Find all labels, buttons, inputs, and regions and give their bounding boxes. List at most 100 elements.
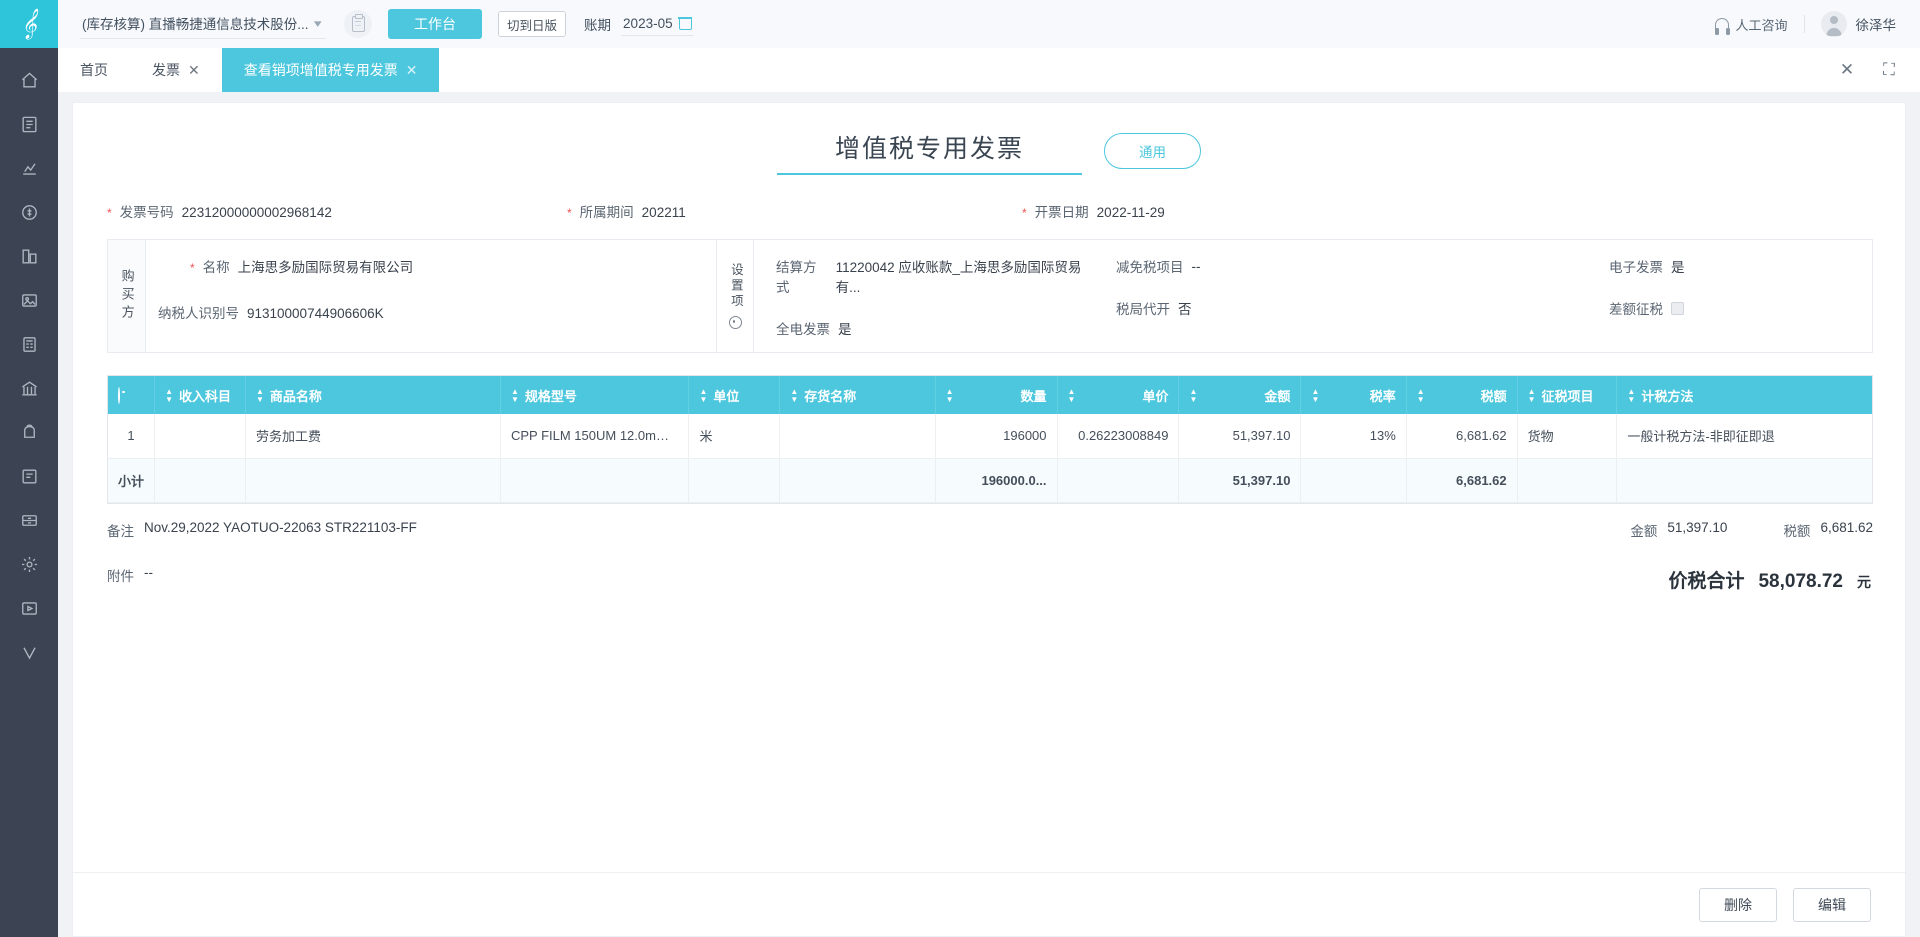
invoice-lines-table: ▲ ▼ 收入科目 ▲ ▼ 商品名称 ▲ ▼ 规格型号 ▲ ▼ 单位 ▲ ▼ 存货名称 ▲ ▼ 数量 ▲ ▼… — [108, 376, 1872, 503]
remark-row: 备注 Nov.29,2022 YAOTUO-22063 STR221103-FF… — [73, 504, 1905, 540]
col-income-subject[interactable]: ▲ ▼ 收入科目 — [154, 376, 246, 414]
sidebar-item-inventory[interactable] — [0, 234, 58, 278]
period-picker[interactable]: 2023-05 — [621, 13, 694, 36]
table-row[interactable]: 1 劳务加工费 CPP FILM 150UM 12.0mm*250... 米 1… — [108, 414, 1872, 459]
cell-tax-item: 货物 — [1517, 414, 1618, 459]
org-selector[interactable]: (库存核算) 直播畅捷通信息技术股份... ▾ — [80, 9, 327, 39]
invoice-meta-row: * 发票号码 22312000000002968142 * 所属期间 20221… — [73, 175, 1905, 221]
col-quantity[interactable]: ▲ ▼ 数量 — [935, 376, 1058, 414]
differential-tax-checkbox[interactable] — [1671, 301, 1684, 315]
col-settings[interactable] — [108, 376, 156, 414]
sidebar-item-reports[interactable] — [0, 146, 58, 190]
cell-price: 0.26223008849 — [1057, 414, 1180, 459]
close-all-tabs-icon[interactable]: ✕ — [1839, 60, 1855, 79]
col-tax-item[interactable]: ▲ ▼ 征税项目 — [1517, 376, 1618, 414]
edit-button[interactable]: 编辑 — [1793, 887, 1871, 922]
grand-total: 价税合计 58,078.72 元 — [1668, 566, 1871, 593]
sidebar-item-finance[interactable] — [0, 190, 58, 234]
remark-value: Nov.29,2022 YAOTUO-22063 STR221103-FF — [144, 519, 417, 535]
col-unit[interactable]: ▲ ▼ 单位 — [688, 376, 781, 414]
field-buyer-taxid: 纳税人识别号 91310000744906606K — [146, 302, 716, 322]
support-button[interactable]: 人工咨询 — [1714, 15, 1788, 35]
sidebar-item-assets[interactable] — [0, 366, 58, 410]
col-tax-method[interactable]: ▲ ▼ 计税方法 — [1616, 376, 1872, 414]
sort-icon[interactable]: ▲ ▼ — [699, 386, 708, 404]
total-amount-label: 金额 — [1630, 523, 1658, 539]
sidebar-item-settings[interactable] — [0, 542, 58, 586]
field-period-value: 202211 — [641, 205, 686, 220]
sidebar-item-settlement[interactable] — [0, 322, 58, 366]
col-tax-rate[interactable]: ▲ ▼ 税率 — [1300, 376, 1407, 414]
col-price[interactable]: ▲ ▼ 单价 — [1057, 376, 1180, 414]
workbench-button[interactable]: 工作台 — [388, 9, 483, 39]
body-row: 首页 发票 ✕ 查看销项增值税专用发票 ✕ ✕ ⛶ — [0, 48, 1920, 937]
grand-total-unit: 元 — [1857, 573, 1871, 590]
invoice-type-badge[interactable]: 通用 — [1104, 133, 1201, 169]
settlement-col-1: 结算方式 11220042 应收账款_上海思多励国际贸易有... 全电发票 是 — [754, 256, 1094, 338]
col-tax-amount[interactable]: ▲ ▼ 税额 — [1406, 376, 1518, 414]
invoice-scroll-area: 增值税专用发票 通用 * 发票号码 22312000000002968142 — [73, 103, 1905, 872]
sidebar-item-media[interactable] — [0, 586, 58, 630]
buyer-fields: * 名称 上海思多励国际贸易有限公司 纳税人识别号 91310000744906… — [146, 240, 716, 352]
switch-to-daily-button[interactable]: 切到日版 — [498, 11, 567, 37]
tab-view-vat-invoice-close-icon[interactable]: ✕ — [405, 61, 418, 78]
sidebar-item-home[interactable] — [0, 58, 58, 102]
sort-icon[interactable]: ▲ ▼ — [1311, 386, 1320, 404]
settings-column[interactable]: 设置项 — [716, 240, 754, 352]
field-buyer-name-value: 上海思多励国际贸易有限公司 — [237, 260, 414, 275]
cell-tax-amount: 6,681.62 — [1406, 414, 1518, 459]
col-stock-name[interactable]: ▲ ▼ 存货名称 — [779, 376, 936, 414]
col-spec-model-label: 规格型号 — [524, 388, 577, 404]
app-logo[interactable]: 𝄞 — [0, 0, 58, 48]
cell-quantity: 196000 — [935, 414, 1058, 459]
delete-button[interactable]: 删除 — [1699, 887, 1777, 922]
sort-icon[interactable]: ▲ ▼ — [510, 386, 519, 404]
sidebar-item-archive[interactable] — [0, 498, 58, 542]
sort-icon[interactable]: ▲ ▼ — [255, 386, 264, 404]
top-bar-right: 人工咨询 徐泽华 — [1714, 11, 1920, 37]
field-tax-bureau-issued-label: 税局代开 — [1116, 302, 1170, 317]
col-spec-model[interactable]: ▲ ▼ 规格型号 — [500, 376, 690, 414]
fullscreen-icon[interactable]: ⛶ — [1883, 60, 1895, 79]
buyer-side-label: 购买方 — [119, 269, 135, 323]
sort-icon[interactable]: ▲ ▼ — [945, 386, 954, 404]
sort-icon[interactable]: ▲ ▼ — [790, 386, 799, 404]
col-price-label: 单价 — [1142, 388, 1169, 404]
field-efull-invoice-label: 全电发票 — [776, 322, 830, 337]
user-menu[interactable]: 徐泽华 — [1820, 11, 1896, 37]
required-asterisk: * — [107, 206, 112, 220]
col-amount[interactable]: ▲ ▼ 金额 — [1178, 376, 1302, 414]
field-invoice-number-value: 22312000000002968142 — [181, 205, 332, 220]
subtotal-amount: 51,397.10 — [1178, 458, 1302, 503]
tab-invoice-close-icon[interactable]: ✕ — [188, 61, 200, 78]
sidebar — [0, 48, 58, 937]
sort-icon[interactable]: ▲ ▼ — [1067, 386, 1076, 404]
org-name: (库存核算) 直播畅捷通信息技术股份... — [82, 17, 309, 32]
sidebar-item-documents[interactable] — [0, 102, 58, 146]
sidebar-item-images[interactable] — [0, 278, 58, 322]
subtotal-tax-amount: 6,681.62 — [1406, 458, 1518, 503]
tab-invoice[interactable]: 发票 ✕ — [130, 48, 222, 92]
sort-icon[interactable]: ▲ ▼ — [1416, 386, 1425, 404]
sidebar-item-invoice[interactable] — [0, 454, 58, 498]
gear-icon[interactable] — [118, 386, 120, 404]
tab-view-vat-invoice[interactable]: 查看销项增值税专用发票 ✕ — [221, 48, 440, 92]
field-buyer-taxid-value: 91310000744906606K — [247, 306, 384, 321]
sort-icon[interactable]: ▲ ▼ — [1189, 386, 1198, 404]
sidebar-item-cash[interactable] — [0, 410, 58, 454]
sort-icon[interactable]: ▲ ▼ — [1527, 386, 1536, 404]
tab-home[interactable]: 首页 — [58, 48, 130, 92]
period-value: 2023-05 — [623, 15, 673, 31]
col-goods-name[interactable]: ▲ ▼ 商品名称 — [245, 376, 501, 414]
gear-icon[interactable] — [728, 315, 742, 329]
field-settlement-method: 结算方式 11220042 应收账款_上海思多励国际贸易有... — [776, 256, 1094, 296]
sort-icon[interactable]: ▲ ▼ — [1627, 386, 1636, 404]
sort-icon[interactable]: ▲ ▼ — [165, 386, 173, 404]
grand-total-row: 价税合计 58,078.72 元 — [1668, 540, 1905, 593]
buyer-side-label-cell: 购买方 — [108, 240, 146, 352]
clipboard-button[interactable] — [344, 10, 373, 38]
sidebar-item-more[interactable] — [0, 630, 58, 674]
attachment-label: 附件 — [107, 569, 134, 584]
period-label: 账期 — [584, 18, 612, 33]
